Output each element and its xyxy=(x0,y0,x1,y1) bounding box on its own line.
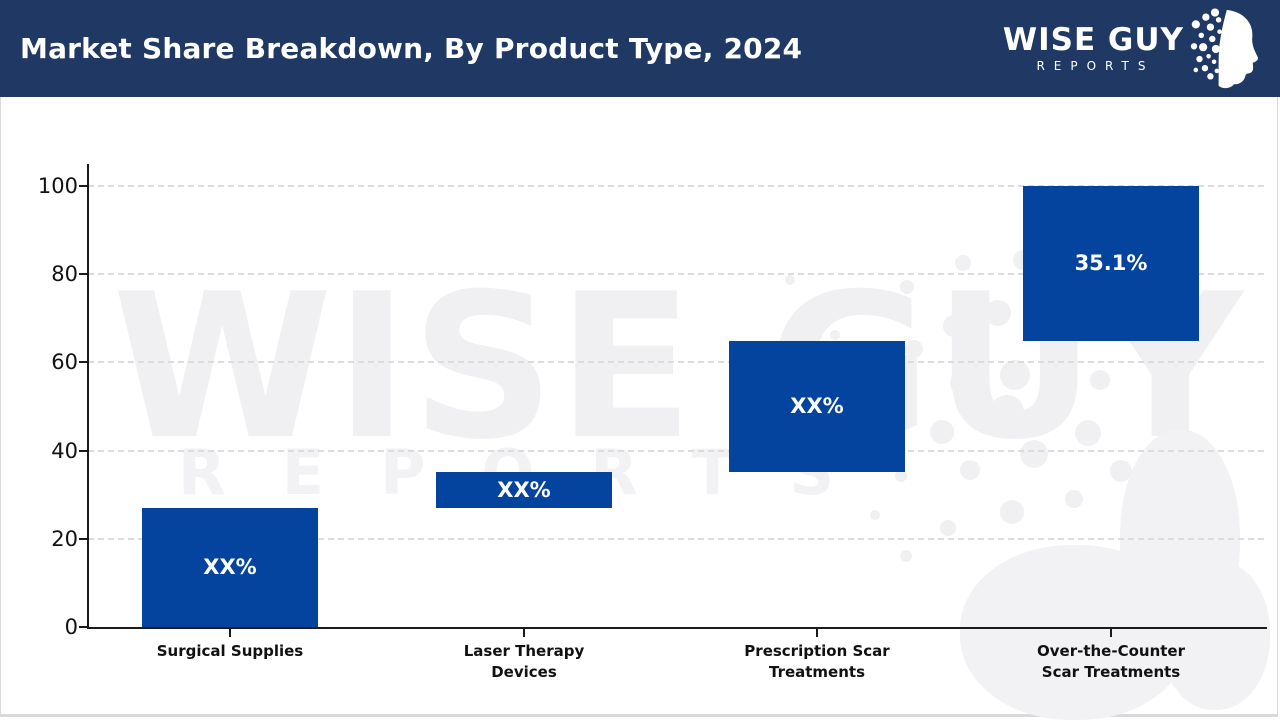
x-axis-category-label: Over-the-Counter Scar Treatments xyxy=(1037,642,1185,681)
header-bar: Market Share Breakdown, By Product Type,… xyxy=(0,0,1280,97)
x-axis-category-label: Laser Therapy Devices xyxy=(463,642,585,681)
logo-reports-label: REPORTS xyxy=(1036,59,1155,73)
gridline xyxy=(88,537,1264,540)
x-axis-category-label: Prescription Scar Treatments xyxy=(744,642,890,681)
y-axis-tick-label: 0 xyxy=(64,615,78,639)
x-axis-tick xyxy=(816,629,818,637)
y-axis-tick xyxy=(79,449,88,452)
y-axis-tick xyxy=(79,626,88,628)
logo-text: WISE GUY REPORTS xyxy=(1002,22,1184,73)
logo-wiseguy-label: WISE GUY xyxy=(1002,22,1184,58)
y-axis-tick xyxy=(79,273,88,276)
bar: XX% xyxy=(436,472,612,508)
gridline xyxy=(88,361,1264,364)
bar: XX% xyxy=(729,340,905,473)
gridline xyxy=(88,185,1264,187)
bar-value-label: XX% xyxy=(497,478,551,503)
logo-face-icon xyxy=(1190,7,1258,88)
y-axis-tick-label: 80 xyxy=(51,262,78,287)
bar-value-label: XX% xyxy=(790,394,844,419)
x-axis-tick xyxy=(229,629,231,637)
y-axis-tick xyxy=(79,185,88,187)
bar-value-label: XX% xyxy=(203,555,257,580)
y-axis-tick xyxy=(79,361,88,364)
y-axis-line xyxy=(87,164,89,629)
gridline xyxy=(88,449,1264,452)
y-axis-tick-label: 40 xyxy=(51,438,78,463)
y-axis-tick-label: 100 xyxy=(37,174,78,198)
bar: 35.1% xyxy=(1023,186,1199,341)
gridline xyxy=(88,273,1264,276)
x-axis-category-label: Surgical Supplies xyxy=(156,642,304,660)
x-axis-tick xyxy=(523,629,525,637)
y-axis-tick-label: 20 xyxy=(51,526,78,551)
x-axis-line xyxy=(87,627,1267,629)
y-axis-tick xyxy=(79,537,88,540)
y-axis-tick-label: 60 xyxy=(51,350,78,375)
chart-title: Market Share Breakdown, By Product Type,… xyxy=(20,32,803,65)
bar: XX% xyxy=(142,507,318,627)
bar-value-label: 35.1% xyxy=(1074,251,1148,276)
wise-guy-reports-logo: WISE GUY REPORTS xyxy=(1002,7,1264,90)
x-axis-tick xyxy=(1110,629,1112,637)
